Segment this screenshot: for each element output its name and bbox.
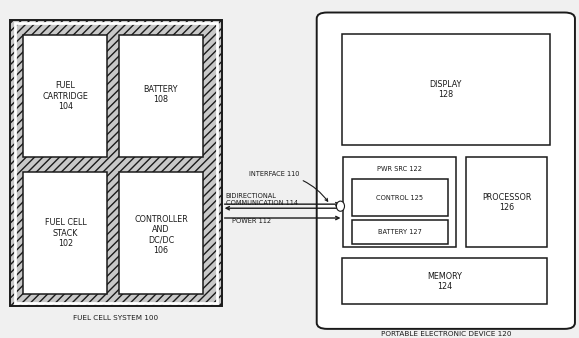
Text: FUEL CELL SYSTEM 100: FUEL CELL SYSTEM 100 — [73, 315, 159, 321]
Text: PORTABLE ELECTRONIC DEVICE 120: PORTABLE ELECTRONIC DEVICE 120 — [380, 331, 511, 337]
Text: BATTERY
108: BATTERY 108 — [144, 85, 178, 104]
Text: CONTROL 125: CONTROL 125 — [376, 195, 423, 201]
Bar — [23, 172, 107, 294]
Bar — [352, 220, 448, 244]
Bar — [342, 258, 547, 304]
Bar — [342, 34, 550, 145]
Ellipse shape — [336, 201, 345, 211]
Text: MEMORY
124: MEMORY 124 — [427, 271, 462, 291]
Bar — [23, 35, 107, 157]
Text: PROCESSOR
126: PROCESSOR 126 — [482, 193, 532, 213]
Bar — [119, 172, 203, 294]
Bar — [15, 23, 217, 303]
Text: BATTERY 127: BATTERY 127 — [378, 229, 422, 235]
Text: CONTROLLER
AND
DC/DC
106: CONTROLLER AND DC/DC 106 — [134, 215, 188, 255]
FancyBboxPatch shape — [317, 13, 575, 329]
Bar — [343, 157, 456, 247]
Text: DISPLAY
128: DISPLAY 128 — [430, 80, 462, 99]
Bar — [119, 35, 203, 157]
Text: INTERFACE 110: INTERFACE 110 — [249, 171, 328, 201]
Text: BIDIRECTIONAL
COMMUNICATION 114: BIDIRECTIONAL COMMUNICATION 114 — [226, 193, 298, 206]
Text: FUEL CELL
STACK
102: FUEL CELL STACK 102 — [45, 218, 86, 248]
Text: FUEL
CARTRIDGE
104: FUEL CARTRIDGE 104 — [42, 81, 89, 111]
Text: POWER 112: POWER 112 — [232, 218, 271, 224]
Bar — [352, 179, 448, 216]
Bar — [10, 20, 222, 306]
Text: PWR SRC 122: PWR SRC 122 — [377, 166, 422, 172]
Bar — [466, 157, 547, 247]
